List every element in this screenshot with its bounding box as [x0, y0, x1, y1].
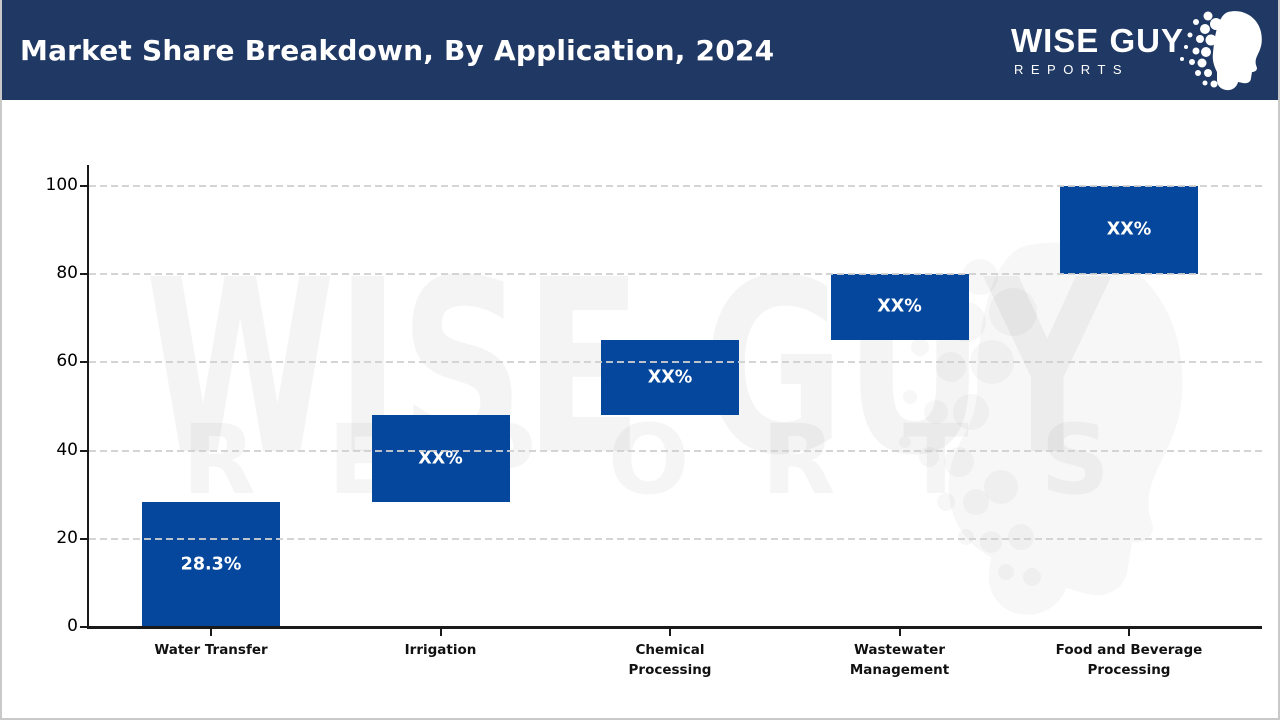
bar-segment-1: 28.3% — [142, 502, 280, 627]
logo-primary-text: WISE GUY — [1010, 21, 1184, 59]
bar-value-label-5: XX% — [1106, 219, 1152, 240]
bar-value-label-4: XX% — [877, 296, 922, 317]
x-axis-category-label-line: Wastewater — [853, 642, 945, 658]
header-bar: Market Share Breakdown, By Application, … — [0, 0, 1280, 100]
y-axis-tick-label-80: 80 — [56, 263, 78, 284]
x-axis-category-label-line: Food and Beverage — [1055, 642, 1203, 658]
gridline-y-20 — [89, 537, 1262, 540]
gridline-y-40 — [89, 449, 1262, 452]
bar-value-label-1: 28.3% — [180, 554, 242, 575]
page-title: Market Share Breakdown, By Application, … — [20, 33, 775, 67]
y-axis-tick-40 — [80, 449, 88, 452]
x-axis-category-label-4: Wastewater Management — [790, 640, 1010, 680]
gridline-y-60 — [89, 361, 1262, 364]
x-axis-tick-1 — [210, 629, 212, 636]
x-axis-category-label-5: Food and Beverage Processing — [1019, 640, 1239, 680]
x-axis-category-label-3: Chemical Processing — [560, 640, 780, 680]
x-axis-tick-2 — [439, 629, 442, 636]
y-axis-tick-label-20: 20 — [56, 527, 78, 548]
y-axis-line — [87, 165, 89, 629]
x-axis-category-label-line: Water Transfer — [154, 642, 268, 658]
bar-segment-4: XX% — [830, 274, 969, 341]
bar-value-label-3: XX% — [647, 367, 693, 388]
wise-guy-reports-logo: WISE GUY REPORTS — [1011, 6, 1266, 94]
bar-value-label-2: XX% — [418, 448, 463, 469]
x-axis-line — [88, 626, 1262, 629]
x-axis-category-label-line: Processing — [628, 662, 712, 678]
logo-secondary-text: REPORTS — [1013, 61, 1130, 77]
y-axis-tick-80 — [80, 273, 88, 276]
bar-segment-3: XX% — [601, 340, 739, 416]
x-axis-category-label-line: Chemical — [635, 642, 705, 658]
x-axis-tick-4 — [898, 629, 901, 636]
logo-head-icon — [1180, 11, 1262, 91]
x-axis-tick-3 — [669, 629, 671, 636]
y-axis-tick-60 — [80, 361, 88, 364]
y-axis-tick-label-0: 0 — [67, 616, 78, 636]
y-axis-tick-label-100: 100 — [45, 175, 78, 195]
x-axis-tick-5 — [1128, 629, 1130, 636]
y-axis-tick-label-60: 60 — [56, 351, 78, 372]
y-axis-tick-0 — [80, 626, 88, 628]
gridline-y-100 — [89, 185, 1262, 187]
x-axis-category-label-line: Processing — [1087, 662, 1171, 678]
watermark-reports-text: REPORTS — [182, 412, 1182, 508]
gridline-y-80 — [89, 273, 1262, 276]
bar-segment-5: XX% — [1060, 186, 1198, 275]
x-axis-category-label-2: Irrigation — [331, 640, 551, 660]
y-axis-tick-label-40: 40 — [56, 439, 78, 460]
x-axis-category-label-1: Water Transfer — [101, 640, 321, 660]
x-axis-category-label-line: Management — [849, 662, 950, 678]
bar-segment-2: XX% — [371, 415, 510, 503]
x-axis-category-label-line: Irrigation — [404, 642, 477, 658]
y-axis-tick-100 — [80, 185, 88, 187]
y-axis-tick-20 — [80, 537, 88, 540]
